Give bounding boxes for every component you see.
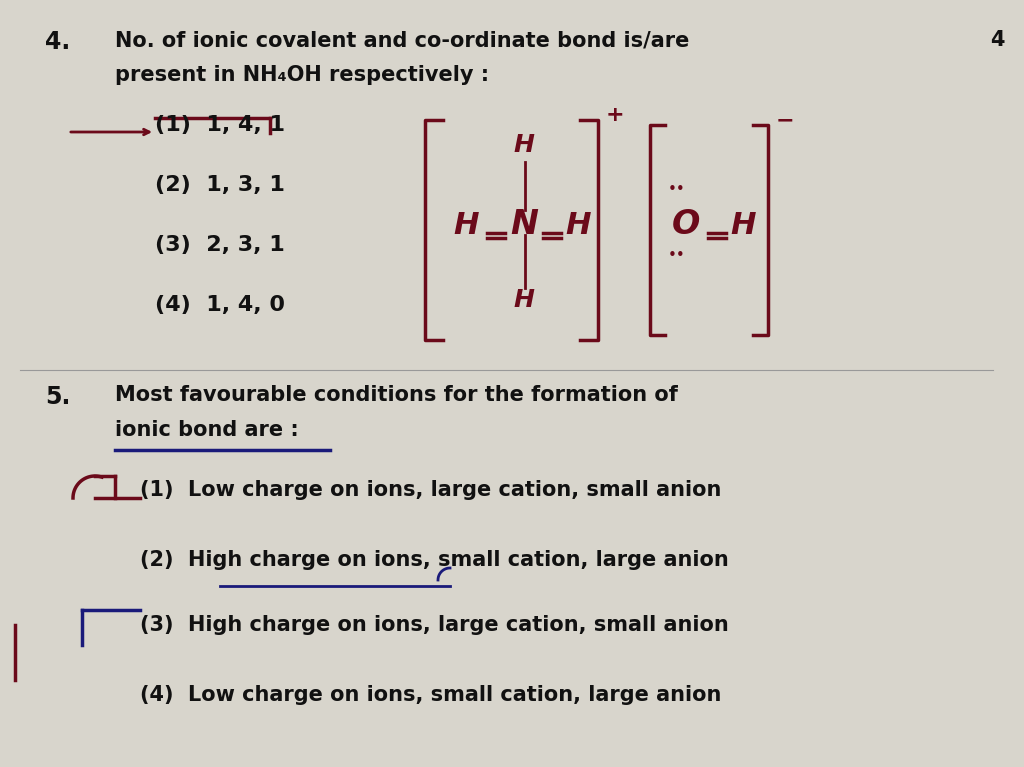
Text: (1)  1, 4, 1: (1) 1, 4, 1 [155,115,285,135]
Text: H: H [513,288,534,312]
Text: (3)  High charge on ions, large cation, small anion: (3) High charge on ions, large cation, s… [140,615,729,635]
Text: 4.: 4. [45,30,71,54]
Text: Most favourable conditions for the formation of: Most favourable conditions for the forma… [115,385,678,405]
Text: H: H [565,210,591,239]
Text: present in NH₄OH respectively :: present in NH₄OH respectively : [115,65,489,85]
Text: ••: •• [668,248,686,262]
Text: (2)  High charge on ions, small cation, large anion: (2) High charge on ions, small cation, l… [140,550,729,570]
Text: ionic bond are :: ionic bond are : [115,420,299,440]
Text: N: N [510,209,538,242]
Text: (4)  Low charge on ions, small cation, large anion: (4) Low charge on ions, small cation, la… [140,685,721,705]
Text: ••: •• [668,183,686,197]
Text: 4: 4 [990,30,1005,50]
Text: (2)  1, 3, 1: (2) 1, 3, 1 [155,175,285,195]
Text: (3)  2, 3, 1: (3) 2, 3, 1 [155,235,285,255]
Text: H: H [730,210,756,239]
Text: (4)  1, 4, 0: (4) 1, 4, 0 [155,295,285,315]
Text: 5.: 5. [45,385,71,409]
Text: (1)  Low charge on ions, large cation, small anion: (1) Low charge on ions, large cation, sm… [140,480,721,500]
Text: H: H [453,210,478,239]
Text: O: O [672,209,700,242]
Text: No. of ionic covalent and co-ordinate bond is/are: No. of ionic covalent and co-ordinate bo… [115,30,689,50]
Text: H: H [513,133,534,157]
Text: +: + [606,105,625,125]
Text: −: − [776,110,795,130]
